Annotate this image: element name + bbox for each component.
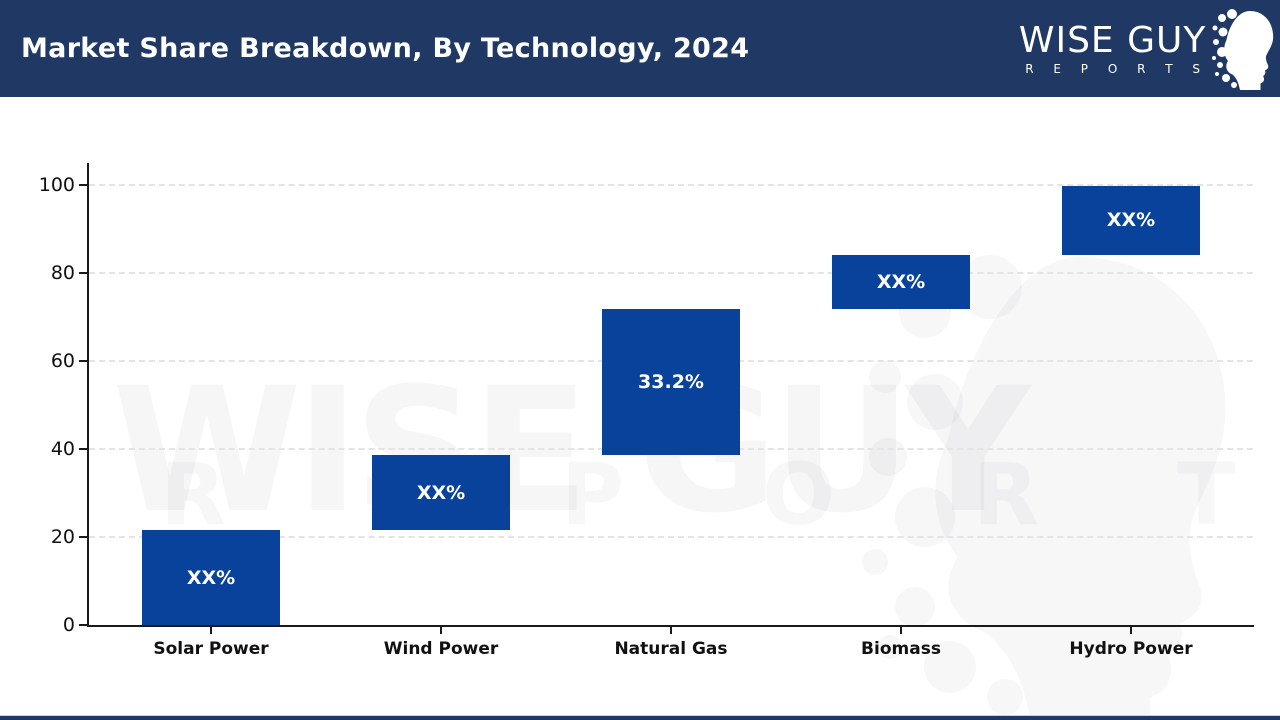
watermark-subtitle: R E P O R T S (160, 452, 1280, 538)
y-tick-label: 20 (50, 526, 75, 548)
bar: XX% (832, 254, 970, 309)
watermark-wordmark: WISE GUY (112, 365, 1030, 537)
bar-value-label: 33.2% (638, 370, 704, 393)
x-tick-label: Wind Power (383, 639, 499, 659)
bar-value-label: XX% (416, 481, 466, 504)
y-tick-mark (79, 360, 87, 362)
y-tick-label: 60 (50, 350, 75, 372)
x-tick-mark (670, 627, 672, 634)
dotted-head-profile-icon (1212, 9, 1274, 90)
logo-subtitle: R E P O R T S (1025, 61, 1208, 76)
y-grid-line (89, 272, 1253, 274)
x-tick-label: Biomass (861, 639, 941, 659)
bar: 33.2% (602, 308, 740, 455)
x-tick-label: Hydro Power (1069, 639, 1193, 659)
x-tick-label: Natural Gas (614, 639, 728, 659)
y-grid-line (89, 536, 1253, 538)
bar: XX% (372, 454, 510, 531)
y-tick-mark (79, 624, 87, 626)
y-axis-line (87, 163, 89, 627)
y-tick-mark (79, 272, 87, 274)
header: Market Share Breakdown, By Technology, 2… (0, 0, 1280, 97)
footer-bar (0, 715, 1280, 720)
y-tick-label: 0 (62, 614, 75, 636)
x-tick-label: Solar Power (153, 639, 269, 659)
bar-value-label: XX% (876, 270, 926, 293)
bar-value-label: XX% (1106, 209, 1156, 232)
wiseguy-logo-text: WISE GUY R E P O R T S (1017, 19, 1208, 76)
bar: XX% (142, 530, 280, 625)
bar-value-label: XX% (186, 566, 236, 589)
y-tick-label: 40 (50, 438, 75, 460)
y-tick-label: 100 (38, 174, 75, 196)
y-grid-line (89, 184, 1253, 186)
x-tick-mark (210, 627, 212, 634)
x-tick-mark (900, 627, 902, 634)
x-tick-mark (1130, 627, 1132, 634)
page-title: Market Share Breakdown, By Technology, 2… (21, 33, 750, 64)
y-tick-mark (79, 184, 87, 186)
y-tick-mark (79, 536, 87, 538)
y-tick-label: 80 (50, 262, 75, 284)
y-tick-mark (79, 448, 87, 450)
x-tick-mark (440, 627, 442, 634)
logo-wordmark: WISE GUY (1018, 19, 1207, 61)
wiseguy-logo: WISE GUY R E P O R T S (1016, 4, 1274, 94)
bar: XX% (1062, 185, 1200, 255)
x-axis-line (87, 625, 1254, 627)
